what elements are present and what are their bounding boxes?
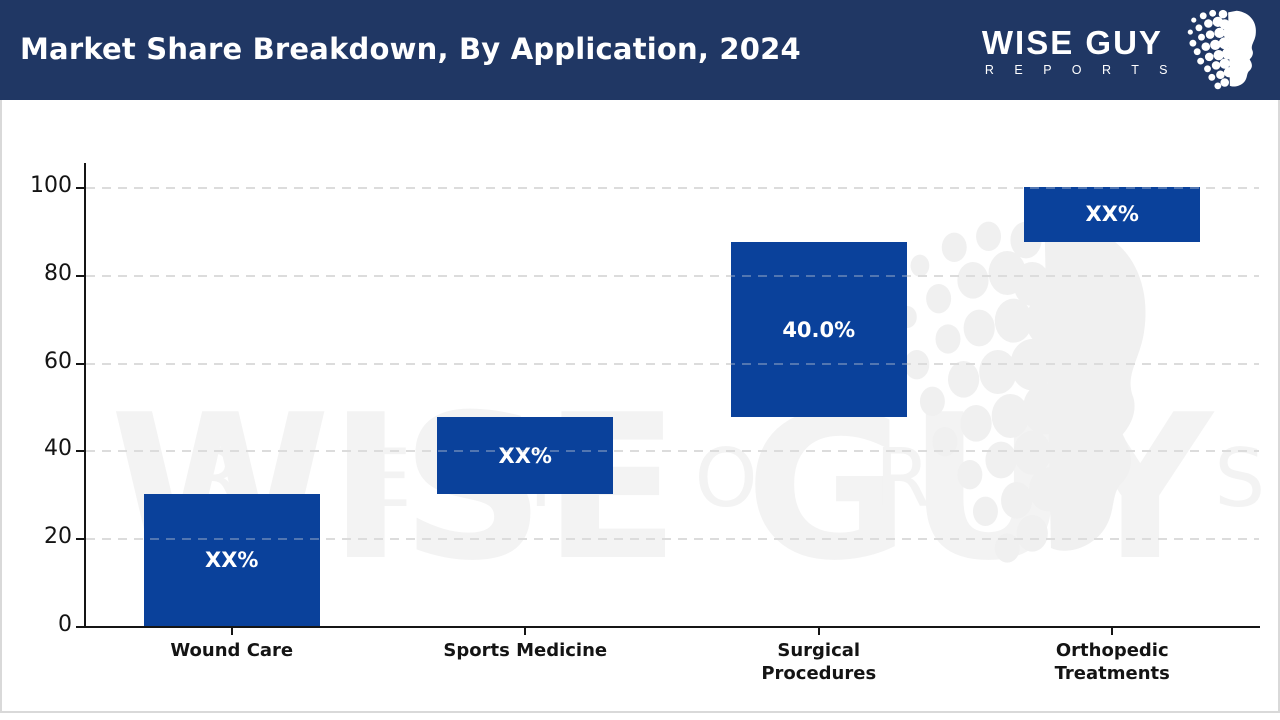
gridline-overlay-80 [86,274,1259,277]
y-tick-label-0: 0 [58,612,72,637]
gridline-overlay-60 [86,362,1259,365]
x-category-label-wound-care: Wound Care [122,640,342,663]
gridline-overlay-100 [86,187,1259,189]
x-category-label-orthopedic-treatments: Orthopedic Treatments [1002,640,1222,685]
y-tick-100 [76,187,84,189]
brand-head-icon [1187,9,1256,90]
x-category-label-surgical-procedures: Surgical Procedures [709,640,929,685]
gridline-100 [86,187,1259,189]
page-title: Market Share Breakdown, By Application, … [20,32,801,66]
x-tick-orthopedic-treatments [1111,628,1114,635]
brand-subtitle: R E P O R T S [984,62,1176,77]
gridline-40 [86,450,1259,453]
x-category-label-sports-medicine: Sports Medicine [415,640,635,663]
footer-strip [0,713,1280,720]
bar-value-label-surgical-procedures: 40.0% [782,317,856,342]
gridline-overlay-40 [86,450,1259,453]
gridline-20 [86,538,1259,541]
gridline-80 [86,274,1259,277]
x-category-label-line: Orthopedic [1055,640,1169,661]
x-tick-surgical-procedures [817,628,820,635]
y-tick-label-60: 60 [44,348,72,374]
y-tick-80 [76,274,84,277]
x-category-label-line: Procedures [761,662,877,684]
bar-surgical-procedures: 40.0% [730,241,907,418]
x-category-label-line: Surgical [777,640,861,661]
x-tick-sports-medicine [524,628,527,635]
x-category-label-line: Sports Medicine [443,640,608,661]
brand-logo-text: WISE GUY R E P O R T S [982,24,1176,77]
y-tick-40 [76,450,84,453]
gridline-overlay-20 [86,538,1259,541]
bar-value-label-wound-care: XX% [205,548,259,573]
brand-logo: WISE GUY R E P O R T S [982,8,1266,92]
header-bar: Market Share Breakdown, By Application, … [0,0,1280,100]
y-tick-label-80: 80 [44,260,72,286]
bar-value-label-orthopedic-treatments: XX% [1085,202,1139,227]
y-tick-label-40: 40 [44,436,72,462]
y-tick-60 [76,362,84,365]
y-tick-20 [76,538,84,541]
x-category-label-line: Wound Care [170,640,294,661]
y-tick-label-100: 100 [30,173,72,198]
watermark-head-icon [898,221,1146,563]
x-tick-wound-care [230,628,233,635]
x-axis-line [84,626,1260,628]
bar-sports-medicine: XX% [437,417,614,495]
y-axis-line [84,163,86,628]
bar-orthopedic-treatments: XX% [1024,187,1201,242]
bar-wound-care: XX% [143,494,320,626]
gridline-60 [86,362,1259,365]
chart-card: WISE GUY R E P O R T S 0 20 40 60 80 100 XX% XX… [0,100,1280,713]
brand-name: WISE GUY [981,23,1163,61]
y-tick-0 [76,626,84,628]
bar-value-label-sports-medicine: XX% [498,443,552,468]
y-tick-label-20: 20 [44,524,72,550]
x-category-label-line: Treatments [1054,662,1170,684]
